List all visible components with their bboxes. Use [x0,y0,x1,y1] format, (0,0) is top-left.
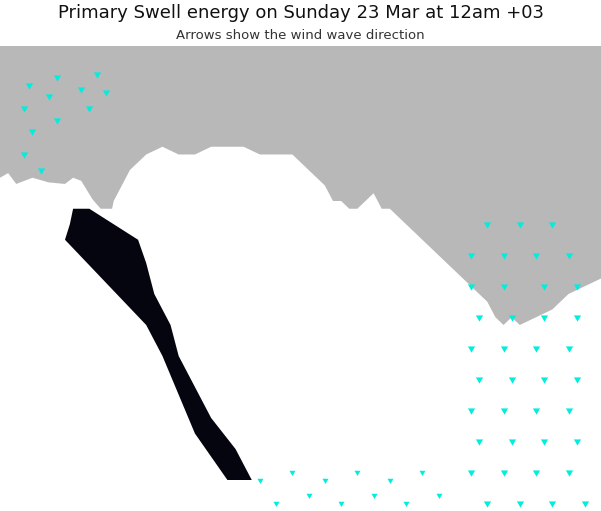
Text: Primary Swell energy on Sunday 23 Mar at 12am +03: Primary Swell energy on Sunday 23 Mar at… [58,4,543,22]
Text: Arrows show the wind wave direction: Arrows show the wind wave direction [176,29,425,42]
